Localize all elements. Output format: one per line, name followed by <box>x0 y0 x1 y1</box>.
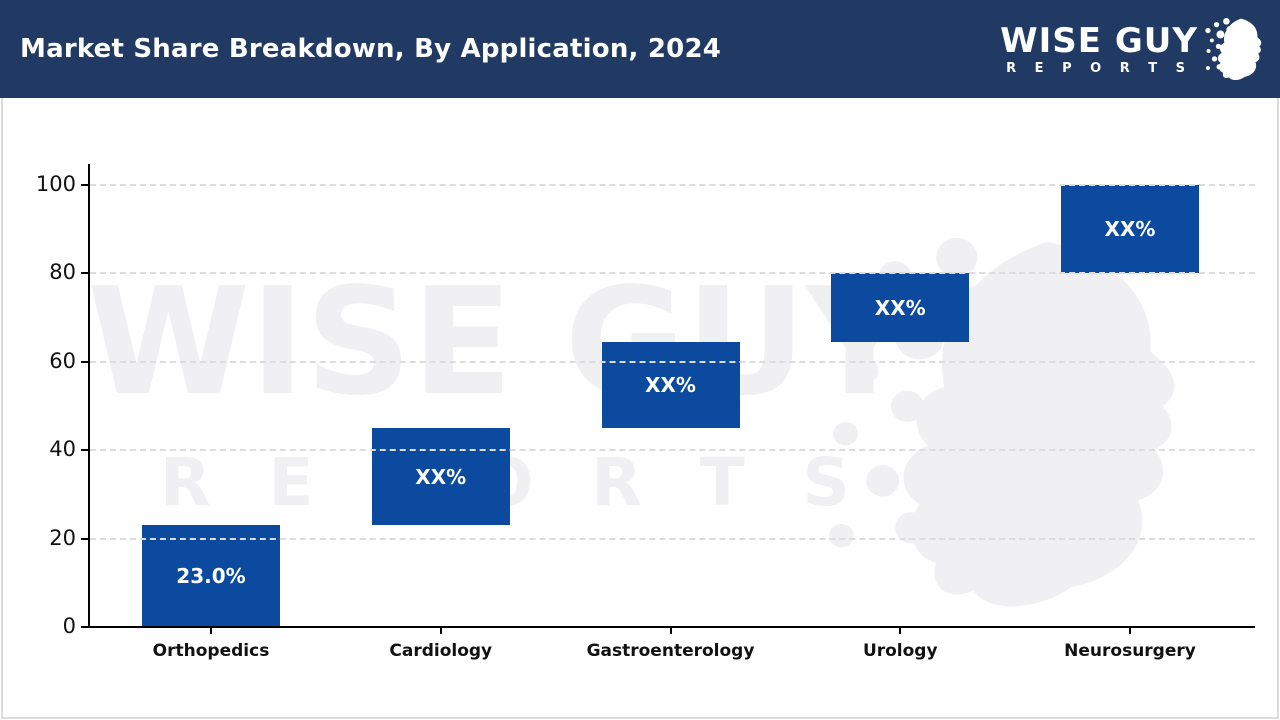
category-label-orthopedics: Orthopedics <box>152 641 270 661</box>
bar-value-label-neurosurgery: XX% <box>1104 217 1156 242</box>
y-tick-label-20: 20 <box>49 525 76 550</box>
watermark-letter: T <box>699 444 745 521</box>
x-tick-orthopedics <box>210 627 212 634</box>
category-label-gastroenterology: Gastroenterology <box>586 641 755 661</box>
page-title: Market Share Breakdown, By Application, … <box>20 34 722 64</box>
watermark-letter: S <box>802 444 850 521</box>
x-axis-line <box>88 626 1255 628</box>
gridline-60 <box>90 360 1255 363</box>
header-bar: Market Share Breakdown, By Application, … <box>0 0 1280 98</box>
bar-value-label-cardiology: XX% <box>415 464 467 489</box>
brand-logo-text: WISE GUY R E P O R T S <box>1000 24 1198 75</box>
y-tick-label-40: 40 <box>49 437 76 462</box>
watermark-letter: E <box>268 444 314 521</box>
y-tick-100 <box>81 184 89 186</box>
bar-neurosurgery <box>1061 185 1199 274</box>
gridline-80 <box>90 272 1255 275</box>
bar-urology <box>831 273 970 342</box>
x-tick-urology <box>899 627 902 634</box>
y-tick-0 <box>81 626 89 628</box>
y-tick-80 <box>81 272 89 275</box>
gridline-40 <box>90 449 1255 452</box>
watermark-letter: R <box>591 444 642 521</box>
brand-subtitle: R E P O R T S <box>1006 60 1193 76</box>
watermark-letter: R <box>160 444 211 521</box>
gridline-20 <box>90 537 1255 540</box>
y-tick-label-0: 0 <box>62 614 76 638</box>
y-tick-60 <box>81 360 89 363</box>
category-label-cardiology: Cardiology <box>389 641 493 661</box>
brand-logo: WISE GUY R E P O R T S <box>1000 10 1266 88</box>
bar-gastroenterology <box>601 341 740 429</box>
y-tick-40 <box>81 449 89 452</box>
bar-value-label-urology: XX% <box>874 295 926 320</box>
y-tick-20 <box>81 537 89 540</box>
watermark-text-line1: WISE GUY <box>86 256 914 428</box>
y-axis-line <box>88 164 90 628</box>
bar-value-label-orthopedics: 23.0% <box>176 564 246 589</box>
x-tick-neurosurgery <box>1129 627 1131 634</box>
brand-face-icon <box>1205 17 1262 81</box>
x-tick-cardiology <box>439 627 442 634</box>
x-tick-gastroenterology <box>669 627 672 634</box>
y-tick-label-60: 60 <box>49 348 76 373</box>
y-tick-label-80: 80 <box>49 260 76 285</box>
bar-value-label-gastroenterology: XX% <box>645 373 696 397</box>
bar-cardiology <box>371 428 510 526</box>
category-label-neurosurgery: Neurosurgery <box>1064 641 1196 661</box>
category-label-urology: Urology <box>862 641 938 661</box>
gridline-100 <box>90 184 1255 186</box>
y-tick-label-100: 100 <box>35 172 76 196</box>
bar-orthopedics <box>142 525 280 627</box>
brand-name: WISE GUY <box>1000 20 1198 61</box>
